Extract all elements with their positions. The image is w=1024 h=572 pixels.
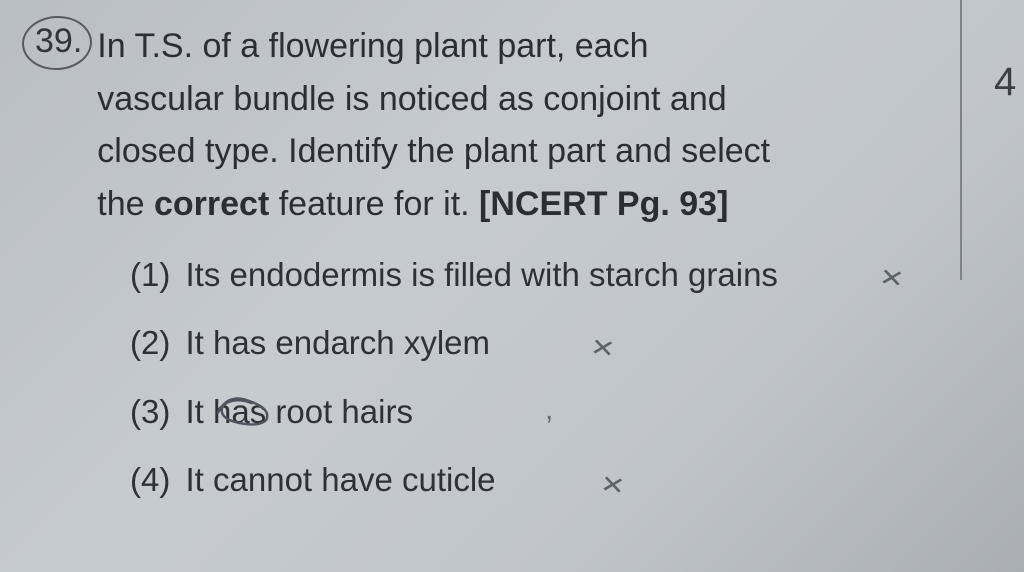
option-3: (3) It has root hairs ,	[130, 390, 984, 435]
question-block: 39. In T.S. of a flowering plant part, e…	[0, 0, 1024, 547]
question-line-4-bold: correct	[154, 185, 269, 223]
option-1: (1) Its endodermis is filled with starch…	[130, 253, 984, 298]
circled-mark-icon	[21, 14, 94, 72]
scribble-mark-icon	[213, 388, 281, 428]
question-number-wrap: 39.	[35, 22, 82, 61]
question-text: In T.S. of a flowering plant part, each …	[97, 20, 770, 231]
question-row: 39. In T.S. of a flowering plant part, e…	[35, 20, 984, 231]
cross-mark-icon: ✕	[598, 469, 627, 505]
question-line-1: In T.S. of a flowering plant part, each	[97, 27, 648, 65]
option-3-num: (3)	[130, 390, 170, 435]
cross-mark-icon: ✕	[588, 332, 617, 368]
option-4-text: It cannot have cuticle	[186, 461, 496, 498]
page-divider	[960, 0, 962, 280]
option-1-text: Its endodermis is filled with starch gra…	[186, 256, 778, 293]
adjacent-question-number: 4	[994, 60, 1024, 105]
cross-mark-icon: ✕	[877, 261, 906, 297]
option-2: (2) It has endarch xylem ✕	[130, 321, 984, 366]
option-2-text: It has endarch xylem	[186, 324, 490, 361]
option-4-num: (4)	[130, 458, 170, 503]
options-list: (1) Its endodermis is filled with starch…	[35, 253, 984, 503]
question-line-4-pre: the	[97, 185, 154, 223]
option-2-num: (2)	[130, 321, 170, 366]
stray-comma-mark: ,	[545, 390, 553, 431]
question-line-4-post: feature for it.	[269, 185, 479, 223]
option-4: (4) It cannot have cuticle ✕	[130, 458, 984, 503]
question-line-2: vascular bundle is noticed as conjoint a…	[97, 80, 726, 118]
option-1-num: (1)	[130, 253, 170, 298]
question-line-3: closed type. Identify the plant part and…	[97, 132, 770, 170]
question-reference: [NCERT Pg. 93]	[479, 185, 728, 223]
